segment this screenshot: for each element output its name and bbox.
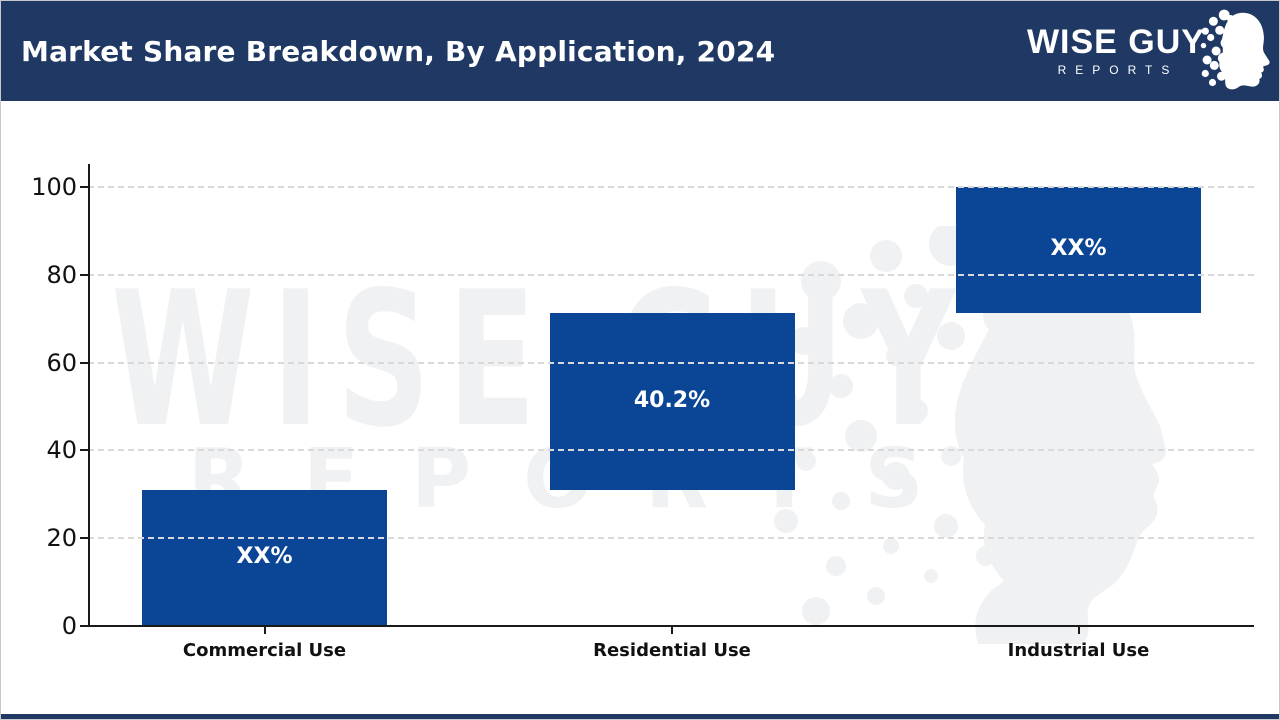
y-tick-label-0: 0 xyxy=(61,612,77,640)
y-tick-label-60: 60 xyxy=(46,348,77,377)
bar-commercial-use xyxy=(142,489,387,626)
x-tick-mark-industrial-use xyxy=(1077,627,1080,634)
header-bar: Market Share Breakdown, By Application, … xyxy=(1,1,1279,101)
page-title: Market Share Breakdown, By Application, … xyxy=(21,34,776,68)
brand-wordmark: WISE GUY xyxy=(1026,23,1205,61)
y-tick-label-80: 80 xyxy=(46,260,77,289)
category-label-residential-use: Residential Use xyxy=(593,640,751,661)
y-tick-label-100: 100 xyxy=(31,173,77,201)
bar-industrial-use xyxy=(956,187,1201,314)
gridline-60 xyxy=(88,361,1254,364)
gridline-100 xyxy=(88,186,1254,188)
y-tick-label-40: 40 xyxy=(46,436,77,465)
x-tick-mark-residential-use xyxy=(671,627,673,634)
brand-head-icon xyxy=(1200,9,1270,90)
bar-value-label-commercial-use: XX% xyxy=(236,543,293,569)
y-tick-mark-80 xyxy=(80,273,88,276)
bar-value-label-industrial-use: XX% xyxy=(1050,236,1107,262)
y-tick-mark-0 xyxy=(80,625,88,627)
y-tick-mark-100 xyxy=(80,186,88,188)
brand-logo: WISE GUY REPORTS xyxy=(1027,7,1271,95)
brand-wordmark-sub: REPORTS xyxy=(1057,63,1179,77)
y-tick-mark-40 xyxy=(80,449,88,452)
category-label-commercial-use: Commercial Use xyxy=(182,640,347,661)
footer-bar xyxy=(1,714,1279,719)
gridline-20 xyxy=(88,537,1254,540)
category-label-industrial-use: Industrial Use xyxy=(1007,640,1150,661)
bar-value-label-residential-use: 40.2% xyxy=(633,387,711,413)
bar-residential-use xyxy=(549,313,795,490)
y-tick-mark-20 xyxy=(80,537,88,540)
y-tick-mark-60 xyxy=(80,361,88,364)
brand-logo-text: WISE GUY REPORTS xyxy=(1027,25,1205,77)
x-tick-mark-commercial-use xyxy=(263,627,266,634)
x-axis-spine xyxy=(88,625,1254,627)
y-tick-label-20: 20 xyxy=(46,524,77,553)
gridline-40 xyxy=(88,449,1254,452)
y-axis-spine xyxy=(88,164,90,627)
chart-area: WISE GUY REPORTS xyxy=(1,101,1279,716)
gridline-80 xyxy=(88,273,1254,276)
